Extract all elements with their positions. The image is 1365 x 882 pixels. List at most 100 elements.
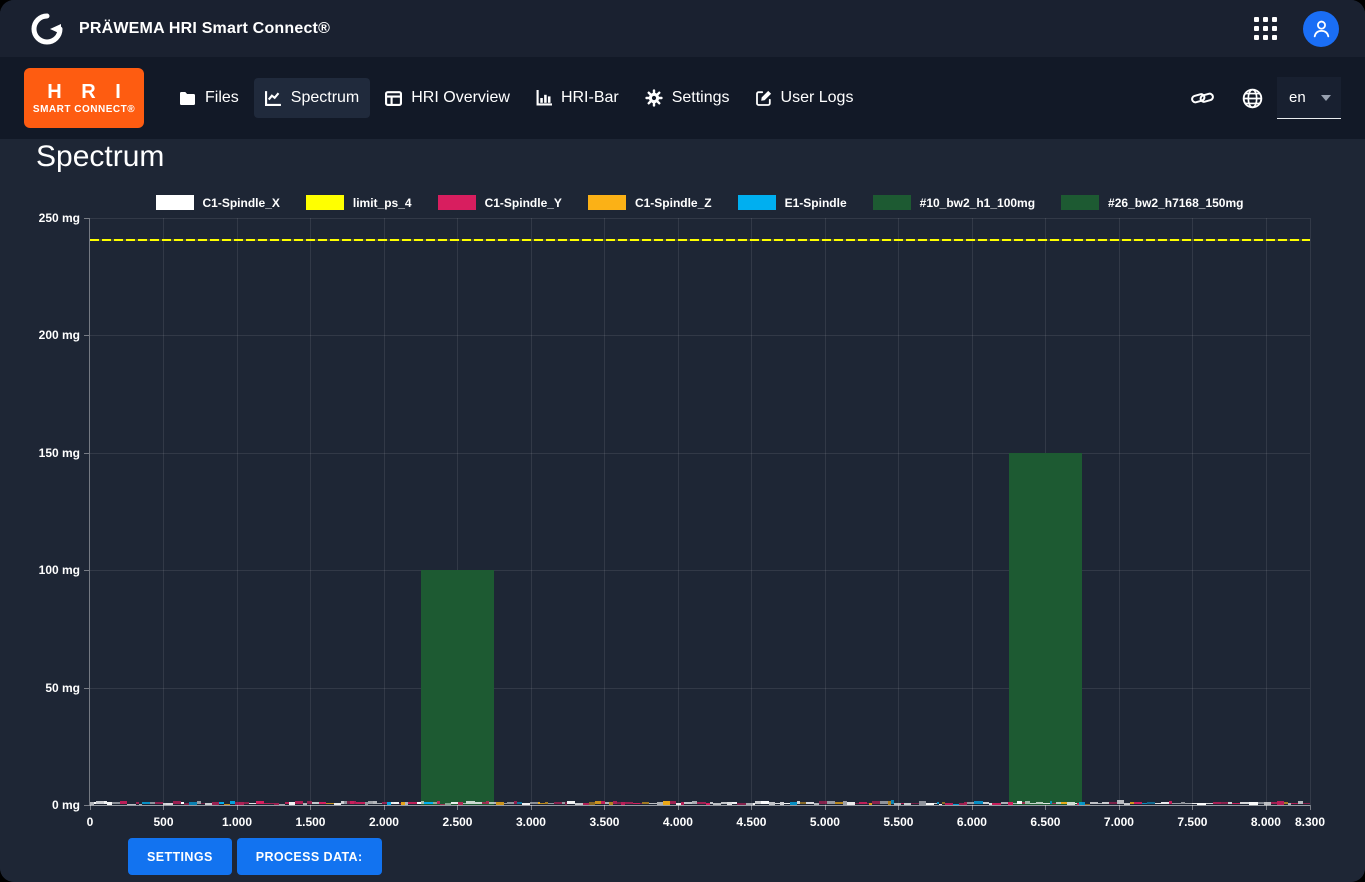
- hri-logo-line1: H R I: [47, 80, 128, 103]
- x-tick-mark: [824, 805, 826, 810]
- y-tick-label: 100 mg: [38, 563, 80, 578]
- nav-tabs: Files Spectrum HRI Overview HRI-Bar Settings…: [168, 78, 864, 118]
- chart-legend: C1-Spindle_X limit_ps_4 C1-Spindle_Y C1-Spi…: [89, 195, 1310, 210]
- y-tick-label: 50 mg: [45, 680, 80, 695]
- x-tick-mark: [1045, 805, 1047, 810]
- app-header: PRÄWEMA HRI Smart Connect®: [0, 0, 1365, 57]
- legend-swatch: [155, 195, 194, 210]
- y-tick-mark: [84, 805, 89, 806]
- page-title: Spectrum: [36, 140, 165, 173]
- x-tick-label: 5.500: [883, 815, 914, 829]
- tab-label: Files: [205, 89, 239, 106]
- data-bar: [420, 570, 495, 805]
- folder-icon: [179, 91, 196, 106]
- edit-icon: [755, 90, 772, 106]
- tab-label: User Logs: [780, 89, 854, 106]
- main-nav: H R I SMART CONNECT® Files Spectrum HRI Ov…: [0, 57, 1365, 139]
- settings-button[interactable]: SETTINGS: [128, 838, 232, 875]
- x-tick-mark: [1310, 805, 1311, 810]
- horizontal-gridline: [90, 570, 1310, 572]
- x-tick-label: 2.000: [368, 815, 399, 829]
- x-tick-label: 0: [86, 815, 94, 829]
- chart-line-icon: [264, 90, 282, 106]
- baseline-signal-noise: [90, 800, 1310, 805]
- vertical-gridline: [1118, 218, 1120, 805]
- header-right: [1252, 10, 1339, 47]
- apps-grid-icon[interactable]: [1252, 15, 1279, 42]
- legend-item[interactable]: #10_bw2_h1_100mg: [872, 195, 1035, 210]
- legend-item[interactable]: C1-Spindle_Z: [587, 195, 712, 210]
- person-icon: [1311, 18, 1332, 39]
- x-tick-label: 2.500: [442, 815, 473, 829]
- legend-label: C1-Spindle_Y: [484, 195, 562, 210]
- language-select[interactable]: en: [1277, 77, 1341, 119]
- table-icon: [385, 90, 403, 106]
- nav-right: en: [1191, 77, 1341, 119]
- legend-item[interactable]: limit_ps_4: [305, 195, 412, 210]
- x-tick-label: 3.000: [515, 815, 546, 829]
- legend-item[interactable]: C1-Spindle_Y: [437, 195, 562, 210]
- x-tick-label: 4.000: [662, 815, 693, 829]
- vertical-gridline: [677, 218, 679, 805]
- tab-hri-overview[interactable]: HRI Overview: [374, 78, 521, 118]
- vertical-gridline: [751, 218, 753, 805]
- x-tick-mark: [751, 805, 753, 810]
- main-content: Spectrum C1-Spindle_X limit_ps_4 C1-Spindl…: [0, 139, 1365, 882]
- y-tick-label: 0 mg: [51, 798, 80, 812]
- vertical-gridline: [898, 218, 900, 805]
- x-tick-mark: [677, 805, 679, 810]
- tab-user-logs[interactable]: User Logs: [745, 78, 865, 118]
- legend-item[interactable]: #26_bw2_h7168_150mg: [1061, 195, 1243, 210]
- legend-swatch: [1061, 195, 1100, 210]
- brand: PRÄWEMA HRI Smart Connect®: [30, 12, 330, 46]
- vertical-gridline: [824, 218, 826, 805]
- legend-swatch: [872, 195, 911, 210]
- x-tick-label: 6.000: [956, 815, 987, 829]
- legend-item[interactable]: C1-Spindle_X: [155, 195, 280, 210]
- link-icon[interactable]: [1191, 90, 1214, 106]
- horizontal-gridline: [90, 687, 1310, 689]
- tab-spectrum[interactable]: Spectrum: [253, 78, 371, 118]
- y-tick-mark: [84, 570, 89, 572]
- process-data-button[interactable]: PROCESS DATA:: [236, 838, 382, 875]
- x-tick-label: 1.500: [295, 815, 326, 829]
- x-tick-label: 1.000: [221, 815, 252, 829]
- y-tick-label: 150 mg: [38, 445, 80, 460]
- legend-item[interactable]: E1-Spindle: [737, 195, 847, 210]
- vertical-gridline: [310, 218, 312, 805]
- legend-swatch: [305, 195, 344, 210]
- y-tick-mark: [84, 452, 89, 454]
- y-tick-mark: [84, 335, 89, 337]
- legend-label: limit_ps_4: [352, 195, 412, 210]
- globe-icon: [1242, 88, 1263, 109]
- x-tick-mark: [1265, 805, 1267, 810]
- x-tick-label: 500: [153, 815, 174, 829]
- x-tick-mark: [971, 805, 973, 810]
- x-tick-mark: [90, 805, 91, 810]
- x-tick-label: 7.500: [1177, 815, 1208, 829]
- y-tick-label: 200 mg: [38, 328, 80, 343]
- user-avatar[interactable]: [1303, 10, 1339, 47]
- tab-settings[interactable]: Settings: [634, 78, 741, 118]
- prawema-logo-icon: [30, 12, 64, 46]
- tab-hri-bar[interactable]: HRI-Bar: [525, 78, 630, 118]
- limit-line: [90, 239, 1310, 242]
- x-tick-mark: [236, 805, 238, 810]
- x-tick-mark: [457, 805, 459, 810]
- x-tick-label: 6.500: [1030, 815, 1061, 829]
- legend-swatch: [587, 195, 626, 210]
- x-tick-mark: [310, 805, 312, 810]
- x-tick-mark: [898, 805, 900, 810]
- x-tick-mark: [163, 805, 165, 810]
- tab-label: Spectrum: [290, 89, 360, 106]
- tab-label: HRI Overview: [411, 89, 510, 106]
- tab-files[interactable]: Files: [168, 78, 250, 118]
- legend-label: #26_bw2_h7168_150mg: [1108, 195, 1244, 210]
- legend-label: E1-Spindle: [784, 195, 847, 210]
- y-tick-mark: [84, 218, 89, 219]
- x-tick-mark: [1118, 805, 1120, 810]
- y-tick-mark: [84, 687, 89, 689]
- x-tick-label: 8.000: [1250, 815, 1281, 829]
- hri-smart-connect-logo: H R I SMART CONNECT®: [24, 68, 144, 128]
